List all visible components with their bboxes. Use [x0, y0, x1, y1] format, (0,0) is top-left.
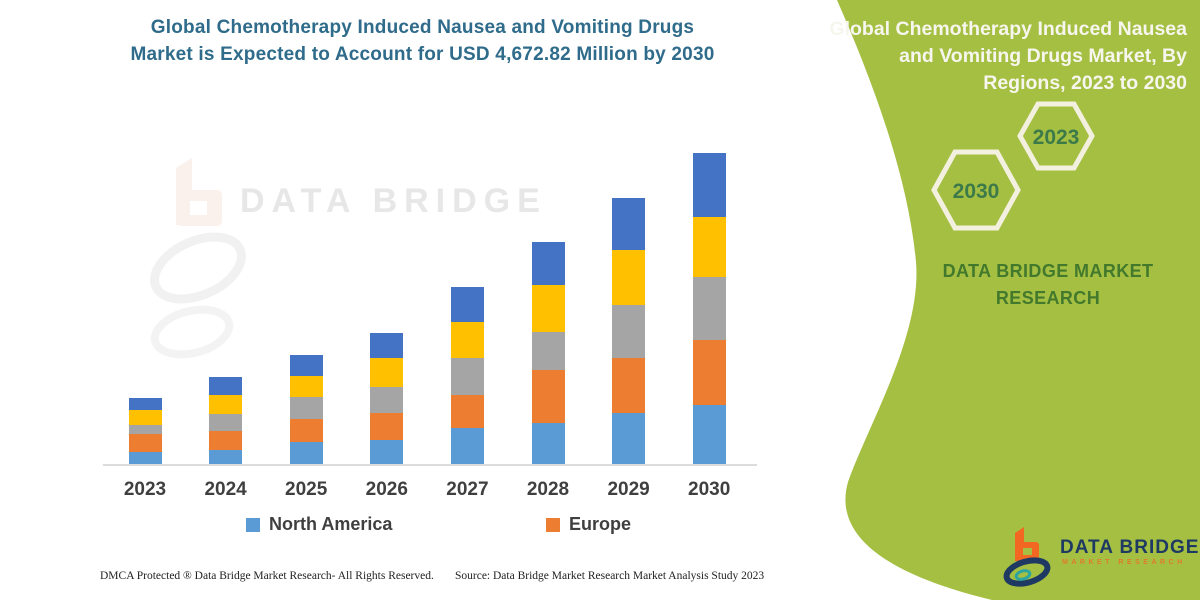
x-label-2030: 2030 — [688, 479, 731, 500]
bar-segment-2023-unlabeled-region-gray — [128, 424, 162, 434]
x-label-2029: 2029 — [607, 479, 650, 500]
page-title: Global Chemotherapy Induced Nausea and V… — [95, 14, 750, 68]
dmca-note: DMCA Protected ® Data Bridge Market Rese… — [100, 570, 434, 582]
page-title-line2: Market is Expected to Account for USD 4,… — [130, 44, 715, 65]
right-panel-title: Global Chemotherapy Induced Nausea and V… — [825, 16, 1187, 97]
legend-item-Europe: Europe — [546, 514, 631, 535]
bar-segment-2028-unlabeled-region-yellow — [531, 284, 565, 332]
bar-segment-2025-North America — [289, 442, 323, 465]
bar-segment-2025-unlabeled-region-darkblue — [289, 355, 323, 377]
bar-segment-2029-unlabeled-region-yellow — [612, 249, 646, 305]
bar-segment-2026-North America — [370, 440, 404, 465]
bar-segment-2029-unlabeled-region-darkblue — [612, 197, 646, 250]
legend-swatch-icon — [546, 517, 560, 532]
bar-segment-2024-North America — [209, 449, 243, 465]
legend-label: North America — [269, 514, 393, 534]
x-label-2028: 2028 — [526, 479, 570, 500]
bar-segment-2026-unlabeled-region-gray — [370, 387, 404, 414]
right-panel-title-line1: Global Chemotherapy Induced Nausea — [829, 18, 1187, 40]
bar-segment-2027-unlabeled-region-yellow — [450, 322, 484, 359]
bar-segment-2023-Europe — [128, 433, 162, 452]
bar-segment-2030-Europe — [692, 340, 726, 405]
bar-segment-2028-Europe — [531, 369, 565, 423]
bar-segment-2026-Europe — [370, 413, 404, 441]
x-axis-line — [103, 464, 757, 466]
logo-title: DATA BRIDGE — [1060, 537, 1200, 558]
bar-segment-2026-unlabeled-region-darkblue — [370, 333, 404, 359]
x-label-2023: 2023 — [123, 479, 167, 500]
bar-segment-2027-unlabeled-region-darkblue — [450, 287, 484, 323]
page-title-line1: Global Chemotherapy Induced Nausea and V… — [150, 17, 695, 38]
brand-text-line2: RESEARCH — [995, 288, 1101, 308]
bar-segment-2027-unlabeled-region-gray — [450, 358, 484, 396]
bar-segment-2025-unlabeled-region-gray — [289, 397, 323, 420]
x-label-2027: 2027 — [446, 479, 489, 500]
hexagon-2030-label: 2030 — [953, 180, 1000, 203]
brand-text-line1: DATA BRIDGE MARKET — [942, 261, 1154, 281]
bar-segment-2029-unlabeled-region-gray — [612, 304, 646, 358]
x-label-2024: 2024 — [204, 479, 247, 500]
bar-segment-2027-North America — [450, 428, 484, 465]
bar-segment-2025-Europe — [289, 419, 323, 443]
bar-segment-2030-unlabeled-region-darkblue — [692, 153, 726, 218]
brand-text: DATA BRIDGE MARKET RESEARCH — [900, 258, 1196, 312]
source-note: Source: Data Bridge Market Research Mark… — [455, 570, 765, 582]
bar-segment-2023-unlabeled-region-yellow — [128, 409, 162, 425]
right-panel-title-line3: Regions, 2023 to 2030 — [983, 72, 1187, 94]
legend-swatch-icon — [246, 517, 260, 532]
bar-segment-2030-North America — [692, 404, 726, 465]
bar-segment-2028-North America — [531, 423, 565, 465]
bar-segment-2024-unlabeled-region-gray — [209, 413, 243, 431]
bar-segment-2029-North America — [612, 412, 646, 465]
bar-segment-2024-Europe — [209, 430, 243, 450]
hexagon-2023: 2023 — [1017, 101, 1095, 171]
bar-segment-2026-unlabeled-region-yellow — [370, 358, 404, 388]
legend-item-North America: North America — [246, 514, 392, 535]
bar-segment-2023-unlabeled-region-darkblue — [128, 397, 162, 410]
hexagon-2023-label: 2023 — [1033, 126, 1080, 149]
green-panel-shape — [837, 0, 1200, 600]
data-bridge-logo-icon — [1003, 527, 1051, 587]
bar-segment-2027-Europe — [450, 395, 484, 428]
bar-segment-2030-unlabeled-region-gray — [692, 277, 726, 340]
x-label-2026: 2026 — [365, 479, 408, 500]
right-panel-title-line2: and Vomiting Drugs Market, By — [899, 45, 1187, 67]
data-bridge-logo: DATA BRIDGE MARKET RESEARCH — [1002, 525, 1198, 590]
x-label-2025: 2025 — [285, 479, 328, 500]
chart-legend: North America Europe — [0, 514, 780, 538]
logo-subtitle: MARKET RESEARCH — [1062, 559, 1186, 566]
bar-segment-2028-unlabeled-region-darkblue — [531, 241, 565, 285]
bar-segment-2024-unlabeled-region-darkblue — [209, 376, 243, 395]
bar-segment-2028-unlabeled-region-gray — [531, 331, 565, 370]
stacked-bar-chart: 2023 2024 2025 2026 2027 2028 2029 2030 North A… — [0, 153, 780, 538]
bar-segment-2025-unlabeled-region-yellow — [289, 376, 323, 398]
bar-segment-2023-North America — [128, 451, 162, 465]
hexagon-2030: 2030 — [931, 149, 1021, 231]
bar-segment-2024-unlabeled-region-yellow — [209, 394, 243, 414]
legend-label: Europe — [569, 514, 632, 534]
bar-segment-2030-unlabeled-region-yellow — [692, 217, 726, 278]
bar-segment-2029-Europe — [612, 357, 646, 413]
